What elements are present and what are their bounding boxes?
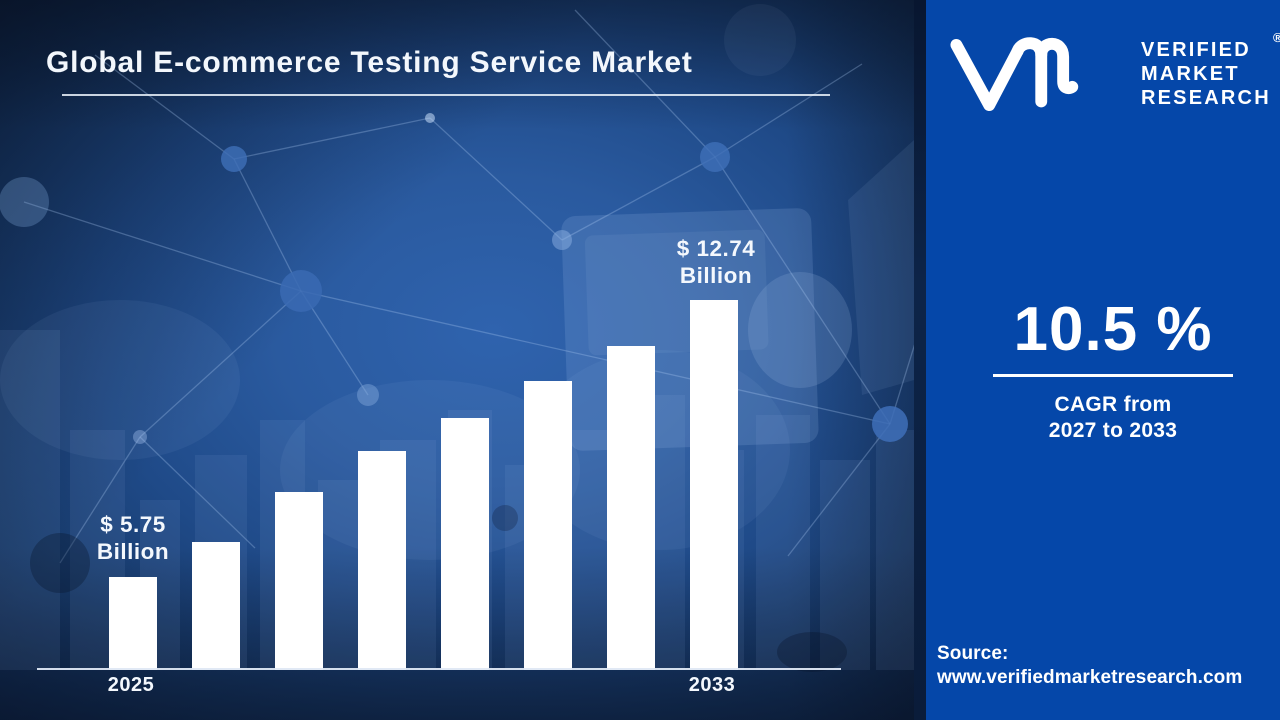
chart-bar-5 xyxy=(441,418,489,670)
chart-bar-3 xyxy=(275,492,323,670)
info-panel: VERIFIED MARKET RESEARCH ® 10.5 % CAGR f… xyxy=(926,0,1280,720)
cagr-caption: CAGR from 2027 to 2033 xyxy=(936,392,1280,444)
x-tick-2033: 2033 xyxy=(688,674,736,696)
brand-name-line-3: RESEARCH xyxy=(1141,87,1271,109)
title-underline xyxy=(62,94,830,96)
data-label-2025: $ 5.75 Billion xyxy=(48,511,218,565)
chart-bar-6 xyxy=(524,381,572,670)
x-tick-2025: 2025 xyxy=(107,674,155,696)
chart-bar-7 xyxy=(607,346,655,670)
source-label: Source: xyxy=(937,643,1009,664)
cagr-caption-line-1: CAGR from xyxy=(1054,393,1172,416)
brand-name-line-1: VERIFIED xyxy=(1141,39,1251,61)
chart-bar-2 xyxy=(192,542,240,670)
data-label-2033: $ 12.74 Billion xyxy=(631,235,801,289)
panel-divider xyxy=(914,0,926,720)
vmr-logo: VERIFIED MARKET RESEARCH ® xyxy=(950,30,1280,120)
source-block: Source: www.verifiedmarketresearch.com xyxy=(937,642,1242,690)
data-label-2025-unit: Billion xyxy=(96,539,170,564)
page-title: Global E-commerce Testing Service Market xyxy=(46,46,693,79)
cagr-caption-line-2: 2027 to 2033 xyxy=(1048,419,1178,442)
vmr-monogram-icon xyxy=(950,37,1079,112)
cagr-value: 10.5 % xyxy=(1013,295,1213,364)
chart-bar-2025 xyxy=(109,577,157,670)
brand-name: VERIFIED MARKET RESEARCH xyxy=(1141,38,1271,110)
chart-panel: Global E-commerce Testing Service Market… xyxy=(0,0,914,720)
data-label-2025-value: $ 5.75 xyxy=(100,512,166,537)
chart-bar-4 xyxy=(358,451,406,670)
chart-bar-2033 xyxy=(690,300,738,670)
bar-chart: $ 5.75 Billion $ 12.74 Billion 2025 2033 xyxy=(37,235,841,696)
data-label-2033-unit: Billion xyxy=(679,263,753,288)
x-axis-line xyxy=(37,668,841,670)
network-node-icons xyxy=(0,4,908,672)
brand-name-line-2: MARKET xyxy=(1141,63,1240,85)
registered-trademark-icon: ® xyxy=(1273,30,1280,45)
source-url: www.verifiedmarketresearch.com xyxy=(937,667,1243,688)
data-label-2033-value: $ 12.74 xyxy=(676,236,756,261)
cagr-underline xyxy=(993,374,1233,377)
cagr-block: 10.5 % CAGR from 2027 to 2033 xyxy=(936,295,1280,444)
